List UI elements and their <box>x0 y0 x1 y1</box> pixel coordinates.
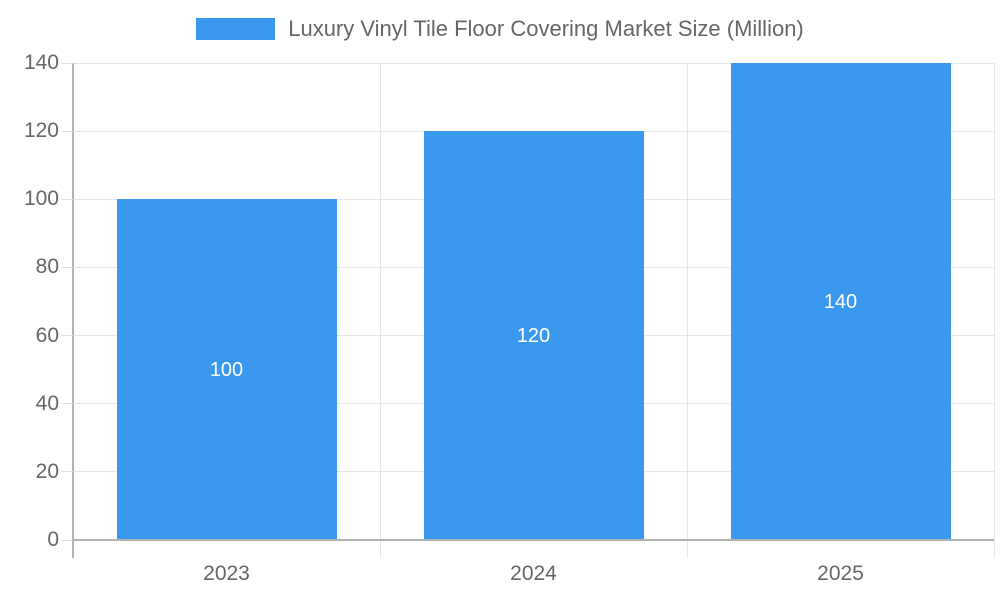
y-tick-label-120: 120 <box>23 119 59 143</box>
y-tick-label-80: 80 <box>35 255 59 279</box>
x-axis-line <box>73 539 994 541</box>
gridline-y-120 <box>73 130 994 132</box>
legend[interactable]: Luxury Vinyl Tile Floor Covering Market … <box>0 17 1000 41</box>
y-tick-mark-80 <box>61 266 73 268</box>
gridline-y-140 <box>73 62 994 64</box>
y-tick-mark-120 <box>61 130 73 132</box>
y-tick-mark-20 <box>61 471 73 473</box>
gridline-x-2 <box>686 63 688 558</box>
bar-2024[interactable] <box>423 131 644 540</box>
y-axis-line <box>72 63 74 558</box>
legend-label: Luxury Vinyl Tile Floor Covering Market … <box>288 16 804 41</box>
y-tick-label-40: 40 <box>35 391 59 415</box>
gridline-x-3 <box>993 63 995 558</box>
bar-2023[interactable] <box>116 199 337 540</box>
x-tick-label-2025: 2025 <box>817 562 864 585</box>
bar-value-label-2023: 100 <box>209 358 244 381</box>
y-tick-label-20: 20 <box>35 459 59 483</box>
x-tick-label-2023: 2023 <box>203 562 250 585</box>
y-tick-label-60: 60 <box>35 323 59 347</box>
bar-2025[interactable] <box>730 63 951 540</box>
y-tick-label-100: 100 <box>23 187 59 211</box>
y-tick-mark-40 <box>61 403 73 405</box>
x-tick-label-2024: 2024 <box>510 562 557 585</box>
gridline-x-1 <box>379 63 381 558</box>
y-tick-mark-140 <box>61 62 73 64</box>
y-tick-mark-0 <box>61 539 73 541</box>
plot-area: 100 120 140 <box>73 62 995 558</box>
y-tick-mark-100 <box>61 198 73 200</box>
y-tick-label-0: 0 <box>47 528 59 551</box>
y-tick-mark-60 <box>61 335 73 337</box>
y-tick-label-140: 140 <box>23 51 59 74</box>
legend-swatch <box>196 18 276 40</box>
bar-value-label-2025: 140 <box>823 290 858 313</box>
bar-value-label-2024: 120 <box>516 324 551 347</box>
